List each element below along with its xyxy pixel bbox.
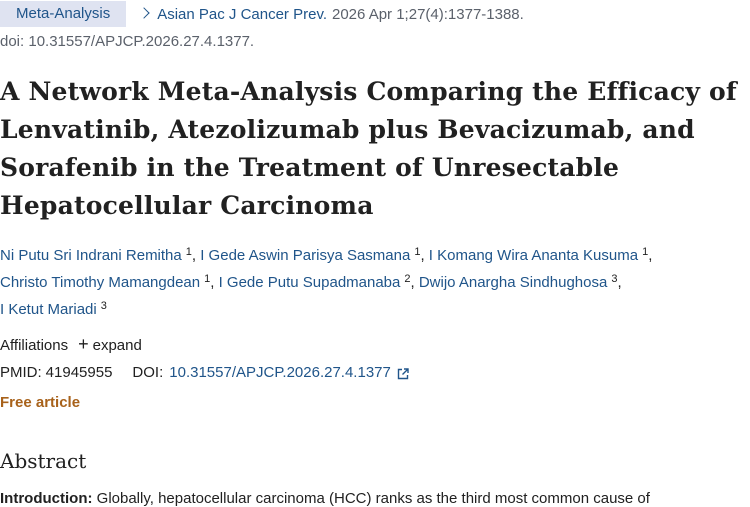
affiliations-toggle[interactable]: Affiliations + expand xyxy=(0,334,142,356)
journal-link[interactable]: Asian Pac J Cancer Prev. xyxy=(157,5,327,23)
doi-label: DOI: xyxy=(132,364,164,381)
chevron-right-icon xyxy=(138,7,150,19)
abstract-heading: Abstract xyxy=(0,449,87,473)
affiliation-number[interactable]: 1 xyxy=(204,273,211,285)
doi-link[interactable]: 10.31557/APJCP.2026.27.4.1377 xyxy=(169,364,391,381)
author-link[interactable]: I Gede Aswin Parisya Sasmana xyxy=(200,247,411,264)
abstract-text: Introduction: Globally, hepatocellular c… xyxy=(0,490,650,507)
author-list: Ni Putu Sri Indrani Remitha 1, I Gede Asw… xyxy=(0,246,653,319)
pmid-value: 41945955 xyxy=(45,364,113,381)
affiliation-number[interactable]: 3 xyxy=(100,300,107,312)
plus-icon: + xyxy=(78,334,89,354)
affiliation-number[interactable]: 1 xyxy=(185,246,192,258)
citation-doi: doi: 10.31557/APJCP.2026.27.4.1377. xyxy=(0,33,255,50)
abstract-intro-label: Introduction: xyxy=(0,490,93,507)
author-link[interactable]: Dwijo Anargha Sindhughosa xyxy=(418,274,608,291)
article-title: A Network Meta-Analysis Comparing the Ef… xyxy=(0,77,737,220)
expand-button[interactable]: expand xyxy=(92,337,142,354)
identifiers: PMID: 41945955 DOI: 10.31557/APJCP.2026.… xyxy=(0,364,409,381)
free-article-badge: Free article xyxy=(0,394,81,411)
external-link-icon[interactable] xyxy=(397,367,409,380)
author-link[interactable]: I Komang Wira Ananta Kusuma xyxy=(428,247,639,264)
citation-bar: Meta-Analysis Asian Pac J Cancer Prev. 2… xyxy=(0,0,524,28)
author-link[interactable]: I Ketut Mariadi xyxy=(0,301,97,318)
publication-type-badge[interactable]: Meta-Analysis xyxy=(0,1,127,27)
affiliation-number[interactable]: 1 xyxy=(414,246,421,258)
author-link[interactable]: I Gede Putu Supadmanaba xyxy=(218,274,401,291)
affiliations-label: Affiliations xyxy=(0,337,69,354)
author-link[interactable]: Christo Timothy Mamangdean xyxy=(0,274,201,291)
affiliation-number[interactable]: 2 xyxy=(404,273,411,285)
citation-text: 2026 Apr 1;27(4):1377-1388. xyxy=(332,5,524,23)
pmid-label: PMID: xyxy=(0,364,42,381)
abstract-intro-text: Globally, hepatocellular carcinoma (HCC)… xyxy=(96,490,650,507)
affiliation-number[interactable]: 1 xyxy=(642,246,649,258)
author-link[interactable]: Ni Putu Sri Indrani Remitha xyxy=(0,247,182,264)
affiliation-number[interactable]: 3 xyxy=(611,273,618,285)
